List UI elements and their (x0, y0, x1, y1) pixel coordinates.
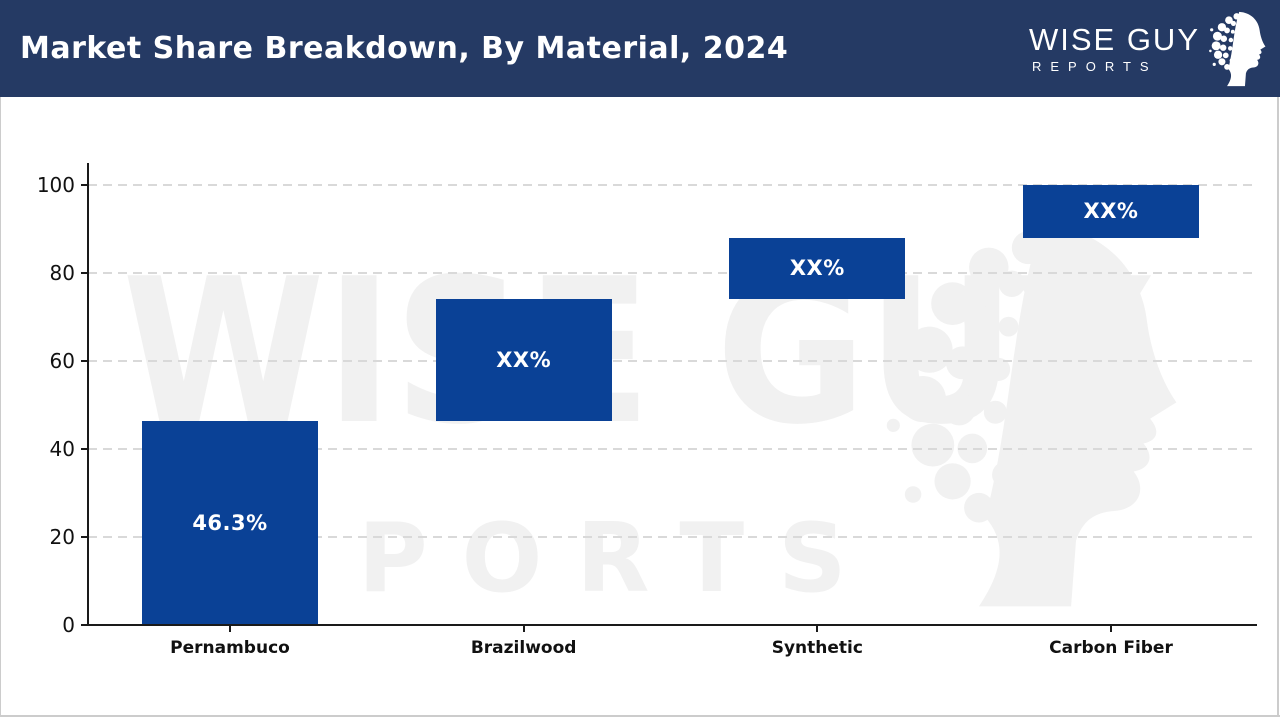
logo-wordmark: WISE GUY (1028, 22, 1200, 58)
page-border-right (1277, 97, 1279, 717)
y-tick-80 (81, 272, 88, 274)
y-tick-label-0: 0 (62, 613, 75, 637)
y-tick-40 (81, 448, 88, 450)
gridline-80 (88, 272, 1257, 274)
y-tick-label-40: 40 (49, 437, 75, 461)
bar-value-label-pernambuco: 46.3% (192, 511, 268, 536)
chart-plot-area: 0 20 40 60 80 100 46.3% Pernambuco XX% Brazilwood… (0, 97, 1280, 720)
page-border-bottom (0, 715, 1280, 717)
wise-guy-reports-logo: WISE GUY REPORTS (1029, 8, 1268, 90)
header-band: Market Share Breakdown, By Material, 202… (0, 0, 1280, 97)
y-tick-label-100: 100 (36, 173, 75, 197)
y-tick-60 (81, 360, 88, 362)
x-tick-label-synthetic: Synthetic (771, 638, 863, 658)
gridline-60 (88, 360, 1257, 362)
y-tick-20 (81, 536, 88, 538)
y-tick-label-80: 80 (49, 261, 75, 285)
logo-subtitle: REPORTS (1031, 58, 1158, 74)
bar-pernambuco: 46.3% (142, 421, 318, 625)
y-tick-label-60: 60 (49, 349, 75, 373)
bar-brazilwood: XX% (435, 298, 612, 422)
dotted-head-icon (1204, 10, 1268, 88)
bar-carbon-fiber: XX% (1023, 185, 1199, 238)
bar-value-label-brazilwood: XX% (496, 348, 552, 373)
x-tick-pernambuco (229, 626, 231, 632)
x-tick-synthetic (816, 626, 819, 632)
x-tick-label-pernambuco: Pernambuco (170, 638, 290, 658)
y-tick-100 (81, 184, 88, 186)
gridline-100 (88, 184, 1257, 186)
bar-value-label-carbon-fiber: XX% (1083, 199, 1139, 224)
x-tick-brazilwood (522, 626, 525, 632)
bar-synthetic: XX% (729, 237, 906, 299)
page-title: Market Share Breakdown, By Material, 202… (20, 31, 789, 66)
x-tick-label-carbon-fiber: Carbon Fiber (1049, 638, 1173, 658)
y-tick-0 (81, 624, 88, 626)
x-tick-carbon-fiber (1110, 626, 1112, 632)
gridline-40 (88, 448, 1257, 450)
logo-text: WISE GUY REPORTS (1029, 24, 1200, 74)
gridline-20 (88, 536, 1257, 538)
page-border-left (0, 97, 1, 717)
x-axis-line (87, 624, 1257, 626)
x-tick-label-brazilwood: Brazilwood (470, 638, 577, 658)
y-axis-line (87, 163, 89, 625)
bar-value-label-synthetic: XX% (789, 256, 845, 281)
y-tick-label-20: 20 (49, 525, 75, 549)
